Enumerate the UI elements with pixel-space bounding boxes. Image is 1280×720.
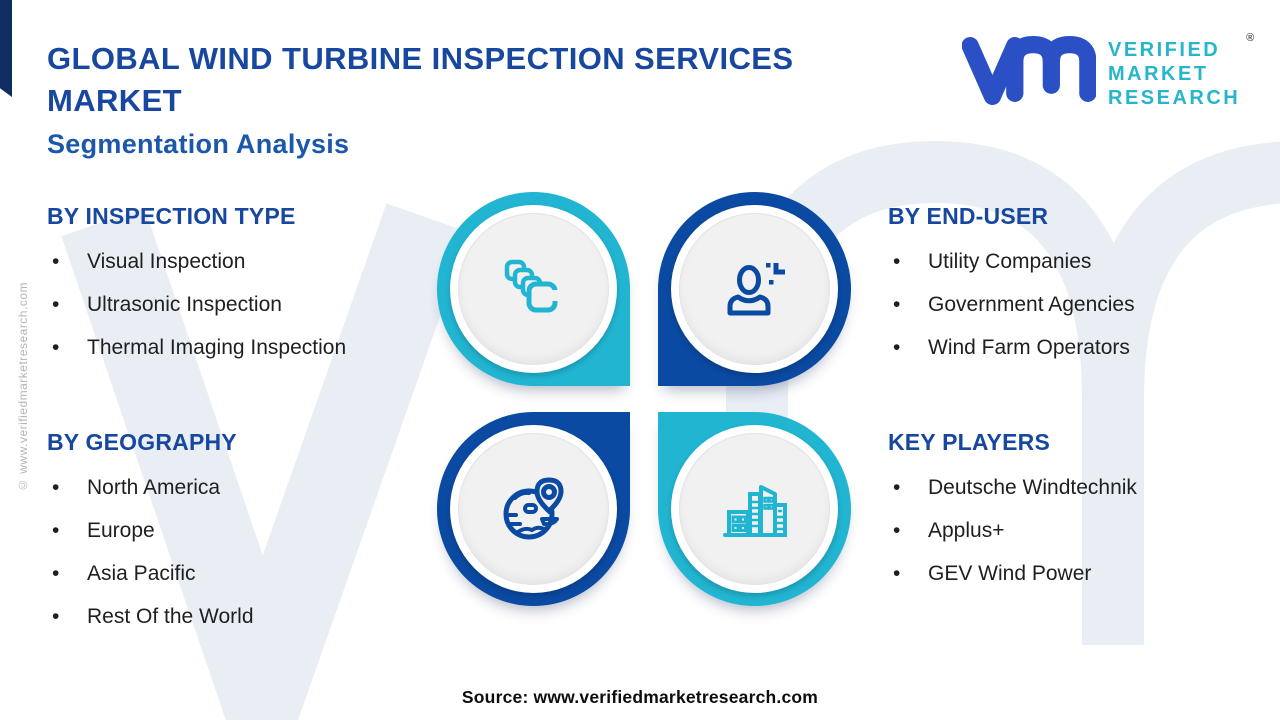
list-item: • Thermal Imaging Inspection (47, 326, 369, 369)
bullet-icon: • (52, 476, 60, 499)
list-item: • North America (47, 466, 387, 509)
buildings-icon (722, 485, 787, 537)
logo-line-research: RESEARCH (1108, 87, 1241, 109)
section-heading: KEY PLAYERS (888, 429, 1050, 455)
quadrant-end-user (658, 192, 851, 386)
list-item-label: Utility Companies (928, 250, 1092, 273)
list-item: • Europe (47, 509, 387, 552)
logo-line-market: MARKET (1108, 63, 1209, 85)
logo-line-verified: VERIFIED (1108, 39, 1221, 61)
list-item: • Visual Inspection (47, 240, 369, 283)
list-item-label: Thermal Imaging Inspection (87, 336, 347, 359)
registered-mark: ® (1246, 32, 1255, 44)
section-heading: BY END-USER (888, 203, 1049, 229)
section-key-players: KEY PLAYERS • Deutsche Windtechnik • Applu… (888, 429, 1248, 595)
page-subtitle: Segmentation Analysis (47, 129, 350, 159)
quadrant-key-players (658, 412, 851, 606)
section-by-end-user: BY END-USER • Utility Companies • Governme… (888, 203, 1248, 369)
list-item: • Asia Pacific (47, 552, 387, 595)
layers-icon (504, 259, 559, 313)
quadrant-disc (458, 433, 609, 585)
list-item: • GEV Wind Power (888, 552, 1248, 595)
globe-pin-icon (503, 477, 564, 540)
list-item-label: Ultrasonic Inspection (87, 293, 282, 316)
list-item: • Wind Farm Operators (888, 326, 1248, 369)
user-icon (727, 263, 785, 316)
section-by-inspection-type: BY INSPECTION TYPE • Visual Inspection • U… (47, 203, 369, 369)
vm-monogram-icon (962, 35, 1096, 106)
navy-edge-bar (0, 0, 12, 97)
bullet-icon: • (52, 519, 60, 542)
list-item-label: Wind Farm Operators (928, 336, 1130, 359)
list-item-label: Visual Inspection (87, 250, 246, 273)
list-item: • Utility Companies (888, 240, 1248, 283)
list-item: • Government Agencies (888, 283, 1248, 326)
list-item: • Applus+ (888, 509, 1248, 552)
section-list: • Visual Inspection • Ultrasonic Inspectio… (47, 240, 369, 369)
list-item: • Deutsche Windtechnik (888, 466, 1248, 509)
quadrant-geography (437, 412, 630, 606)
vmr-logo: VERIFIED MARKET RESEARCH ® (962, 32, 1254, 110)
bullet-icon: • (52, 336, 60, 359)
bullet-icon: • (893, 250, 901, 273)
section-by-geography: BY GEOGRAPHY • North America • Europe • Asi… (47, 429, 387, 638)
list-item-label: Rest Of the World (87, 605, 254, 628)
list-item: • Rest Of the World (47, 595, 387, 638)
bullet-icon: • (893, 562, 901, 585)
source-line: Source: www.verifiedmarketresearch.com (461, 687, 819, 707)
page-title-line1: GLOBAL WIND TURBINE INSPECTION SERVICES (47, 41, 794, 76)
list-item-label: North America (87, 476, 221, 499)
list-item-label: Asia Pacific (87, 562, 196, 585)
copyright-vertical-text: © www.verifiedmarketresearch.com (16, 282, 30, 493)
quadrant-inspection-type (437, 192, 630, 386)
bullet-icon: • (52, 293, 60, 316)
bullet-icon: • (893, 336, 901, 359)
section-list: • Deutsche Windtechnik • Applus+ • GEV Wind… (888, 466, 1248, 595)
bullet-icon: • (893, 519, 901, 542)
page-title: GLOBAL WIND TURBINE INSPECTION SERVICES … (47, 38, 987, 122)
bullet-icon: • (893, 293, 901, 316)
list-item: • Ultrasonic Inspection (47, 283, 369, 326)
section-heading: BY INSPECTION TYPE (47, 203, 296, 229)
section-list: • North America • Europe • Asia Pacific • Re… (47, 466, 387, 638)
list-item-label: Deutsche Windtechnik (928, 476, 1137, 499)
list-item-label: Applus+ (928, 519, 1005, 542)
quadrant-disc (458, 213, 609, 365)
list-item-label: Government Agencies (928, 293, 1135, 316)
bullet-icon: • (52, 562, 60, 585)
section-heading: BY GEOGRAPHY (47, 429, 237, 455)
list-item-label: Europe (87, 519, 155, 542)
section-list: • Utility Companies • Government Agencies … (888, 240, 1248, 369)
logo-wordmark: VERIFIED MARKET RESEARCH ® (1108, 32, 1254, 110)
quadrant-disc (679, 213, 830, 365)
list-item-label: GEV Wind Power (928, 562, 1092, 585)
bullet-icon: • (52, 605, 60, 628)
bullet-icon: • (52, 250, 60, 273)
quadrant-disc (679, 433, 830, 585)
page-title-line2: MARKET (47, 83, 182, 118)
bullet-icon: • (893, 476, 901, 499)
